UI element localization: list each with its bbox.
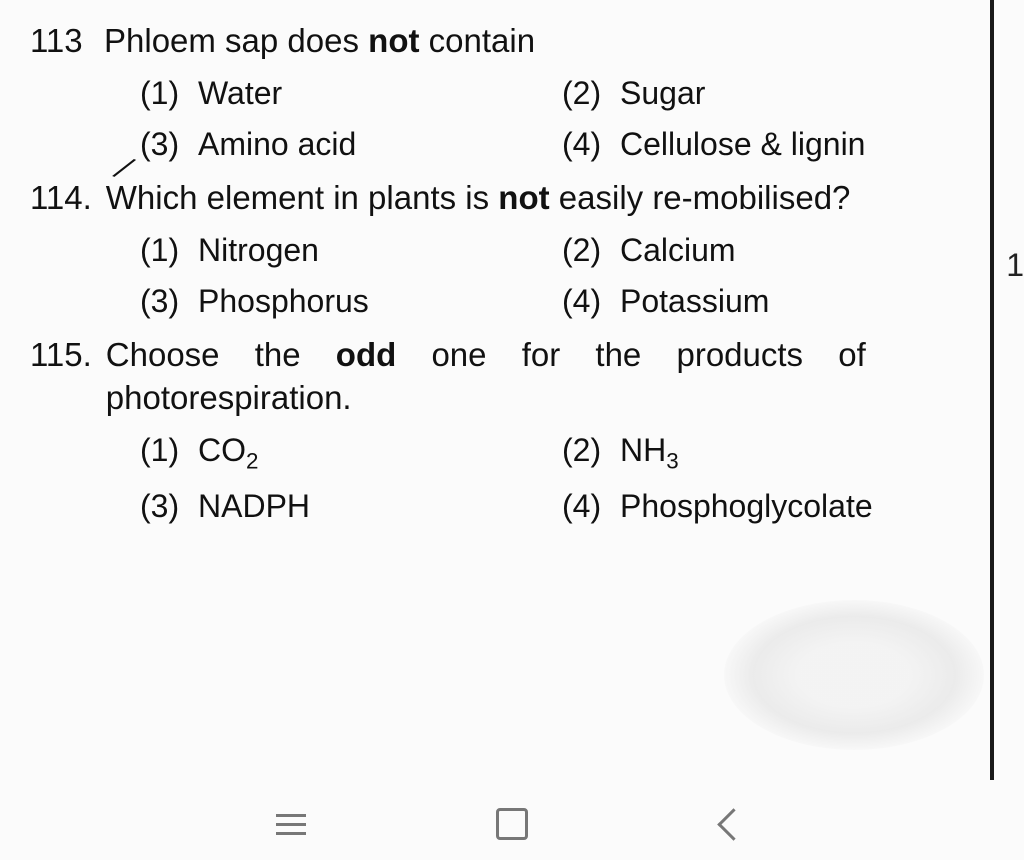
back-icon[interactable]: [715, 806, 751, 842]
exam-page: 1 113 Phloem sap does not contain (1) Wa…: [0, 0, 1024, 860]
option-115-4[interactable]: (4) Phosphoglycolate: [562, 488, 974, 525]
option-marker: (1): [140, 232, 188, 269]
option-marker: (3): [140, 283, 188, 320]
option-113-3[interactable]: ⁄ (3) Amino acid: [140, 126, 552, 163]
options-grid: (1) Nitrogen (2) Calcium (3) Phosphorus …: [140, 232, 974, 320]
margin-number: 1: [1006, 247, 1024, 284]
option-label: Phosphoglycolate: [620, 488, 873, 525]
options-grid: (1) Water (2) Sugar ⁄ (3) Amino acid (4)…: [140, 75, 974, 163]
option-113-4[interactable]: (4) Cellulose & lignin: [562, 126, 974, 163]
option-label: Potassium: [620, 283, 769, 320]
hamburger-icon: [276, 814, 306, 835]
overview-icon[interactable]: [494, 806, 530, 842]
question-text: Choose the odd one for the products of p…: [106, 334, 866, 420]
option-marker: (2): [562, 432, 610, 469]
option-114-4[interactable]: (4) Potassium: [562, 283, 974, 320]
option-marker: (1): [140, 432, 188, 469]
option-114-3[interactable]: (3) Phosphorus: [140, 283, 552, 320]
option-label: NADPH: [198, 488, 310, 525]
option-marker: (3): [140, 488, 188, 525]
question-head: 114. Which element in plants is not easi…: [30, 177, 974, 220]
option-115-3[interactable]: (3) NADPH: [140, 488, 552, 525]
option-marker: (3): [140, 126, 188, 163]
option-113-2[interactable]: (2) Sugar: [562, 75, 974, 112]
bottom-nav: [0, 806, 1024, 842]
option-label: Calcium: [620, 232, 736, 269]
option-label: Sugar: [620, 75, 705, 112]
question-113: 113 Phloem sap does not contain (1) Wate…: [30, 20, 974, 163]
option-marker: (4): [562, 126, 610, 163]
option-label: NH3: [620, 432, 679, 474]
options-grid: (1) CO2 (2) NH3 (3) NADPH (4) Phosphogly…: [140, 432, 974, 525]
question-text-bold: odd: [336, 336, 396, 373]
option-115-1[interactable]: (1) CO2: [140, 432, 552, 474]
right-margin-line: [990, 0, 994, 780]
question-114: 114. Which element in plants is not easi…: [30, 177, 974, 320]
square-icon: [496, 808, 528, 840]
question-text: Which element in plants is not easily re…: [106, 177, 974, 220]
question-115: 115. Choose the odd one for the products…: [30, 334, 974, 525]
question-text-plain: Phloem sap does: [104, 22, 368, 59]
option-label: Nitrogen: [198, 232, 319, 269]
question-text-tail: contain: [419, 22, 535, 59]
option-114-1[interactable]: (1) Nitrogen: [140, 232, 552, 269]
option-label: Phosphorus: [198, 283, 369, 320]
question-head: 115. Choose the odd one for the products…: [30, 334, 974, 420]
question-number: 115.: [30, 334, 92, 377]
option-marker: (4): [562, 488, 610, 525]
chevron-left-icon: [717, 808, 750, 841]
question-head: 113 Phloem sap does not contain: [30, 20, 974, 63]
option-label: CO2: [198, 432, 258, 474]
question-text: Phloem sap does not contain: [104, 20, 974, 63]
option-marker: (1): [140, 75, 188, 112]
question-number: 113: [30, 20, 90, 63]
question-text-plain: Which element in plants is: [106, 179, 499, 216]
option-115-2[interactable]: (2) NH3: [562, 432, 974, 474]
option-114-2[interactable]: (2) Calcium: [562, 232, 974, 269]
menu-icon[interactable]: [273, 806, 309, 842]
option-marker: (2): [562, 232, 610, 269]
question-text-plain: Choose the: [106, 336, 336, 373]
option-label: Amino acid: [198, 126, 356, 163]
question-text-bold: not: [368, 22, 419, 59]
question-text-bold: not: [498, 179, 549, 216]
option-113-1[interactable]: (1) Water: [140, 75, 552, 112]
option-label: Water: [198, 75, 282, 112]
paper-smudge: [724, 600, 984, 750]
question-text-tail: easily re-mobilised?: [550, 179, 851, 216]
option-marker: (4): [562, 283, 610, 320]
option-label: Cellulose & lignin: [620, 126, 865, 163]
option-marker: (2): [562, 75, 610, 112]
question-number: 114.: [30, 177, 92, 220]
